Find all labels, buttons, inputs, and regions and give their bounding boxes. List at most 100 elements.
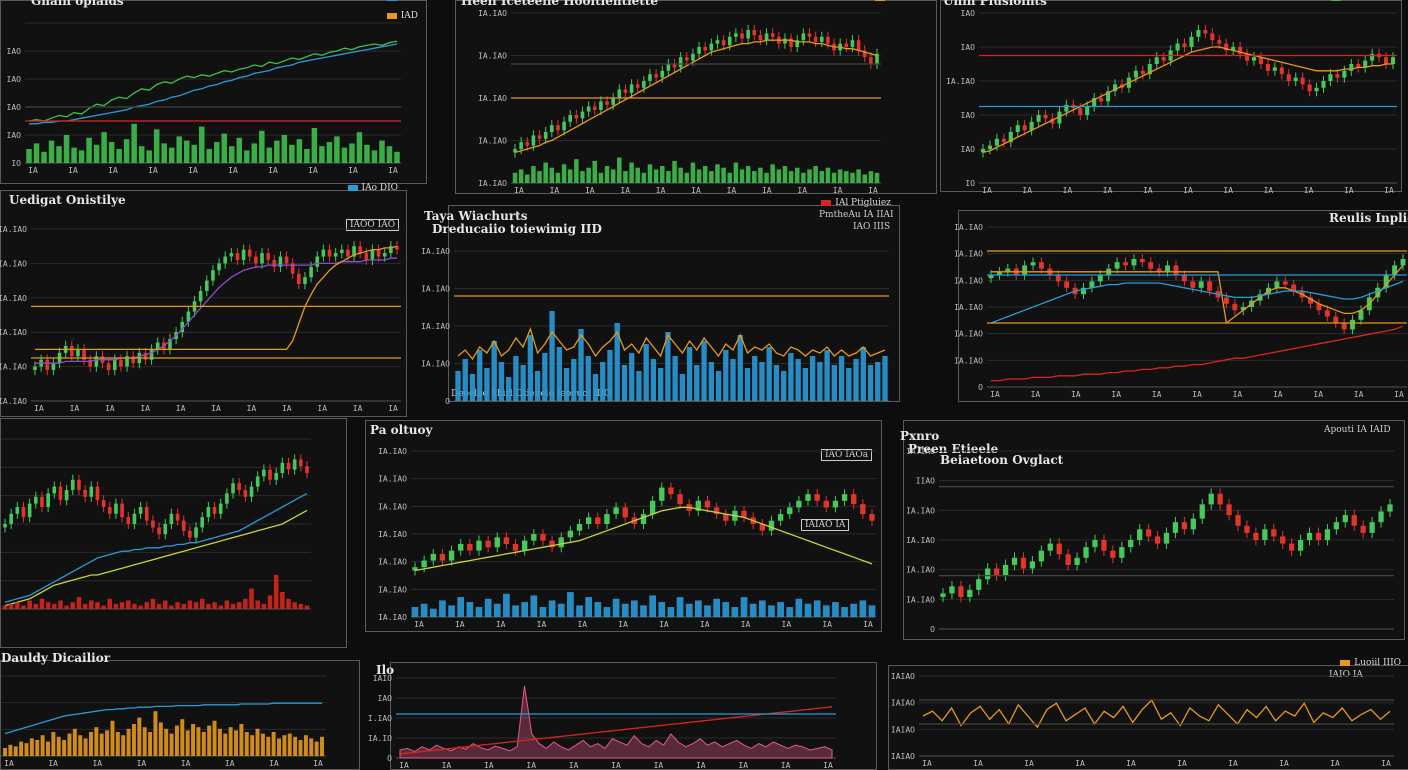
candle-body [303, 277, 307, 285]
x-tick-label: IA [1111, 390, 1121, 399]
volume-bar [67, 733, 72, 756]
candle-body [1064, 104, 1069, 112]
volume-bar [512, 172, 518, 183]
y-tick-label: IA.IAO [378, 475, 407, 484]
volume-bar [694, 365, 700, 401]
x-tick-label: IA [442, 761, 452, 770]
volume-bar [837, 169, 843, 183]
candle-body [1099, 98, 1104, 102]
candle-body [1030, 262, 1036, 266]
x-tick-label: IA [654, 761, 664, 770]
candle-body [759, 524, 766, 531]
candle-body [89, 486, 94, 497]
volume-bar [153, 129, 160, 163]
series-line [514, 39, 878, 154]
y-tick-label: IA.IAO [378, 530, 407, 539]
y-tick-label: IAIAO [891, 699, 915, 708]
candle-body [819, 36, 824, 42]
y-tick-label: IA.IAO [421, 247, 450, 256]
volume-bar [721, 167, 726, 183]
chart-plot: IA.IAO IA.IAO IA.IAO IA.IAO O [421, 247, 889, 406]
volume-bar [255, 728, 260, 756]
candle-body [389, 246, 393, 254]
candle-body [764, 33, 769, 41]
candle-body [727, 36, 732, 46]
volume-bar [273, 575, 279, 609]
series-line [982, 46, 1393, 154]
volume-bar [841, 607, 848, 617]
candle-body [1154, 57, 1159, 64]
y-tick-label: IAO [961, 9, 976, 18]
volume-bar [86, 137, 92, 163]
volume-bar [521, 602, 529, 617]
candle-body [278, 256, 283, 267]
volume-bar [63, 135, 70, 163]
volume-bar [758, 600, 766, 617]
volume-bar [770, 164, 775, 183]
candle-body [175, 513, 180, 521]
volume-bar [89, 600, 94, 609]
chart-panel-p6: Reulis InplignesIA.IAOIA.IAOIA.IAOIA.IAO… [954, 210, 1408, 402]
volume-bar [121, 735, 126, 756]
candle-body [1020, 557, 1027, 569]
volume-bar [745, 166, 751, 183]
volume-bar [574, 159, 579, 183]
volume-bar [153, 711, 158, 756]
volume-bar [607, 350, 613, 401]
volume-bar [758, 167, 763, 183]
candle-body [807, 33, 812, 37]
candle-body [860, 504, 866, 515]
y-tick-label: IA.IAO [378, 585, 407, 594]
volume-bar [251, 143, 258, 163]
candle-body [290, 263, 295, 274]
y-tick-label: IAIAO [891, 752, 915, 761]
candle-body [531, 534, 537, 541]
volume-bar [561, 164, 567, 183]
candle-body [525, 142, 530, 146]
candle-body [1050, 118, 1055, 124]
candle-body [1306, 532, 1313, 540]
volume-bar [71, 147, 77, 163]
candle-body [64, 490, 69, 501]
y-tick-label: IA.IAO [378, 558, 407, 567]
candle-body [467, 543, 473, 551]
volume-bar [162, 600, 168, 609]
candle-body [1001, 138, 1006, 143]
candle-body [976, 579, 982, 590]
volume-bar [35, 740, 40, 756]
volume-bar [110, 720, 115, 756]
volume-bar [95, 602, 100, 609]
candle-body [1047, 543, 1053, 551]
candle-body [1378, 511, 1384, 523]
volume-bar [271, 732, 276, 756]
candle-body [247, 249, 252, 257]
volume-bar [617, 157, 622, 183]
panel-topright: PmtheAu IA IIAI [819, 210, 894, 220]
candle-body [1064, 281, 1070, 288]
volume-bar [585, 597, 593, 617]
volume-bar [183, 140, 190, 163]
volume-bar [356, 132, 363, 163]
volume-bar [850, 603, 858, 617]
volume-bar [266, 147, 273, 163]
volume-bar [175, 602, 180, 609]
volume-bar [8, 603, 14, 609]
panel-subtitle: Beiaetoon Ovglact [940, 453, 1064, 467]
panel-title: Pa oltuoy [370, 423, 433, 437]
volume-bar [641, 172, 647, 183]
chart-plot: IA.IAO IA.IAO IA.IAO IA.IAO IA.IAO IA IA IA IA IA… [478, 9, 881, 195]
chart-panel-p11: Ilo IAIO IAO I.IAO IA.IO O IA IA IA IA IA IA IA IA IA I… [368, 662, 877, 770]
candle-body [1175, 43, 1180, 51]
volume-bar [786, 607, 794, 617]
volume-bar [108, 142, 115, 163]
x-tick-label: IA [1177, 759, 1187, 768]
chart-plot: IAIAOIAIAOIAIAOIAO IIAO IIAIAOIAO I [1, 438, 311, 610]
volume-bar [781, 371, 787, 401]
series-line [991, 325, 1404, 382]
volume-bar [701, 341, 707, 401]
volume-bar [503, 593, 510, 617]
chart-plot: IA.IAO IIAO IA.IAO IA.IAO IA.IAO IA.IAO O [906, 447, 1394, 634]
x-tick-label: IA [1384, 186, 1394, 195]
candle-body [1291, 284, 1297, 291]
panel-topright: Apouti IA IAID [1324, 425, 1391, 435]
